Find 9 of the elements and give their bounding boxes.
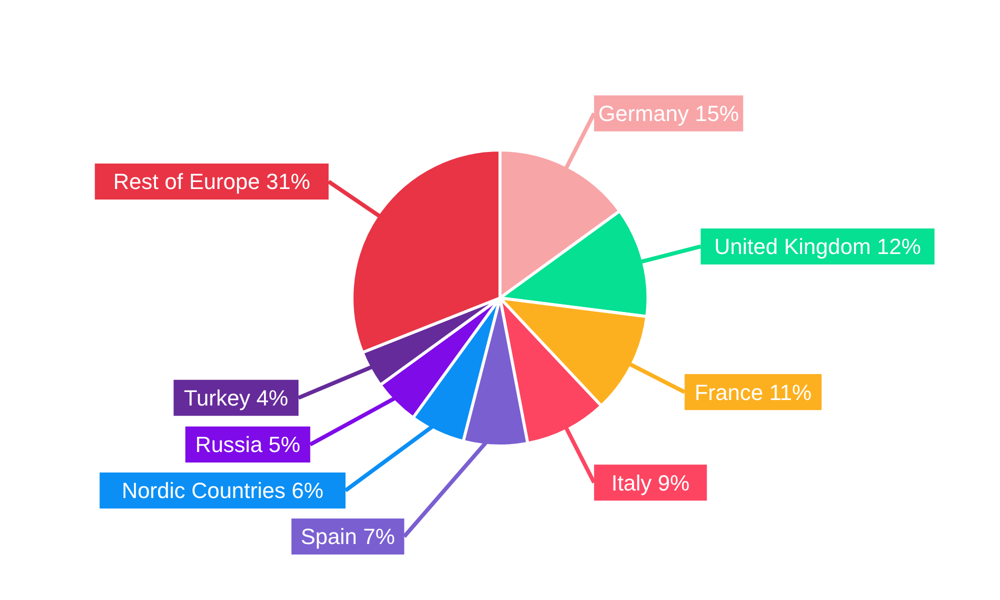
slice-label: Spain 7% xyxy=(300,524,395,550)
slice-label: France 11% xyxy=(694,380,812,405)
slice-label: United Kingdom 12% xyxy=(714,234,921,260)
slice-label: Germany 15% xyxy=(598,101,739,126)
slice-label: Turkey 4% xyxy=(184,386,288,411)
slice-label: Rest of Europe 31% xyxy=(113,169,310,194)
slice-label: Italy 9% xyxy=(611,470,690,496)
slice-label: Russia 5% xyxy=(195,432,300,458)
slice-label: Nordic Countries 6% xyxy=(122,478,324,504)
